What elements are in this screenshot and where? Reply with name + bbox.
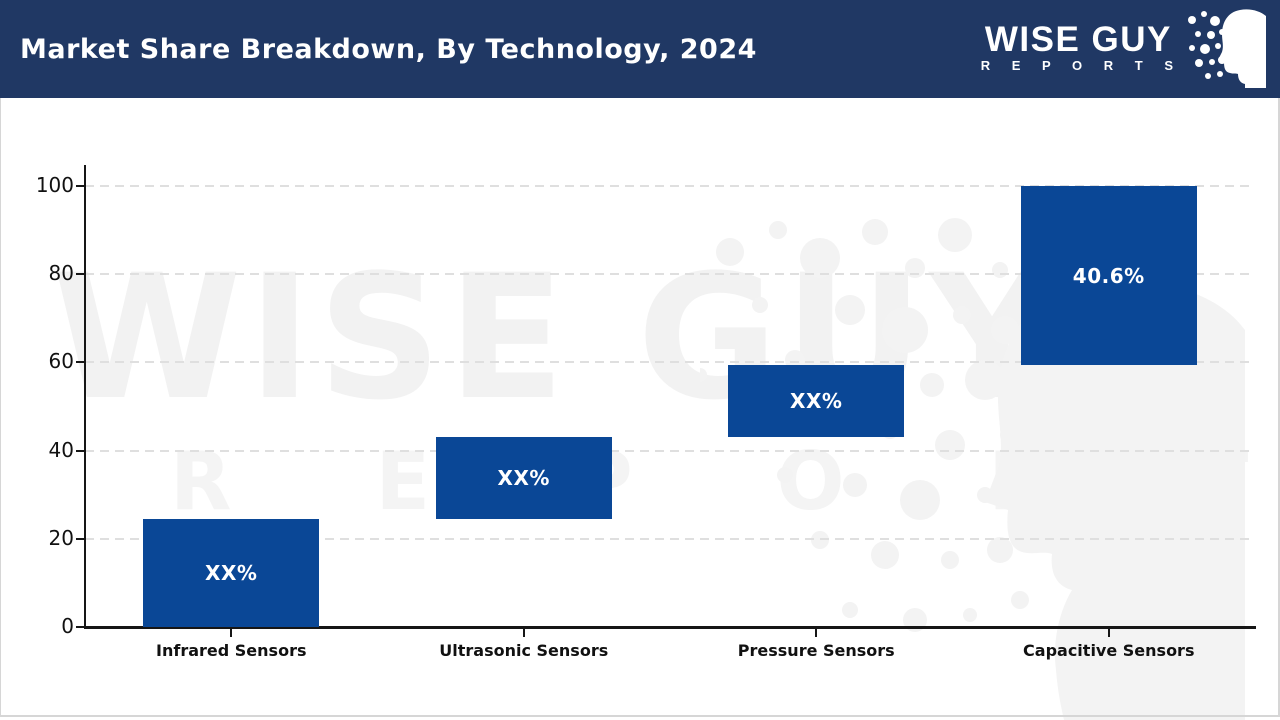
- bar-value-label: XX%: [790, 389, 843, 414]
- gridline: [85, 361, 1255, 364]
- y-tick-label: 60: [48, 349, 74, 374]
- y-tick-mark: [76, 273, 85, 276]
- bar-infrared-sensors: XX%: [143, 518, 320, 627]
- header-bar: Market Share Breakdown, By Technology, 2…: [0, 0, 1280, 98]
- x-axis-label: Pressure Sensors: [737, 641, 895, 660]
- y-tick-mark: [76, 361, 85, 364]
- y-tick-mark: [76, 185, 85, 187]
- brand-logo-text: WISE GUY R E P O R T S: [975, 22, 1182, 73]
- gridline: [85, 537, 1255, 540]
- y-tick-label: 40: [48, 437, 74, 462]
- bar-capacitive-sensors: 40.6%: [1020, 186, 1197, 366]
- y-tick-mark: [76, 537, 85, 540]
- y-tick-label: 20: [48, 525, 74, 550]
- bar-value-label: XX%: [497, 466, 550, 491]
- x-tick-mark: [1107, 629, 1110, 637]
- brand-logo: WISE GUY R E P O R T S: [975, 8, 1266, 88]
- y-tick-mark: [76, 626, 85, 628]
- x-axis-label: Ultrasonic Sensors: [439, 641, 609, 660]
- bar-value-label: 40.6%: [1072, 263, 1145, 288]
- bar-pressure-sensors: XX%: [728, 365, 905, 438]
- x-tick-mark: [522, 629, 525, 637]
- bar-ultrasonic-sensors: XX%: [435, 437, 612, 519]
- x-axis-label: Infrared Sensors: [156, 641, 307, 660]
- brand-logo-face-icon: [1188, 9, 1266, 88]
- y-tick-label: 80: [48, 261, 74, 286]
- brand-logo-name: WISE GUY: [984, 20, 1172, 60]
- y-tick-mark: [76, 449, 85, 452]
- gridline: [85, 449, 1255, 452]
- y-axis-line: [84, 165, 86, 629]
- x-axis-label: Capacitive Sensors: [1023, 641, 1195, 660]
- watermark-face-dots-art: [700, 218, 1245, 720]
- frame-border-right: [1278, 98, 1280, 717]
- page-title: Market Share Breakdown, By Technology, 2…: [20, 33, 757, 65]
- bar-value-label: XX%: [205, 560, 258, 585]
- y-tick-label: 0: [61, 614, 74, 638]
- x-tick-mark: [815, 629, 818, 637]
- frame-border-left: [0, 98, 1, 717]
- brand-logo-subtitle: R E P O R T S: [980, 58, 1182, 74]
- gridline: [85, 273, 1255, 276]
- x-axis-line: [84, 626, 1256, 629]
- x-tick-mark: [230, 629, 233, 637]
- frame-border-bottom: [0, 715, 1280, 717]
- y-tick-label: 100: [35, 173, 74, 197]
- gridline: [85, 185, 1255, 187]
